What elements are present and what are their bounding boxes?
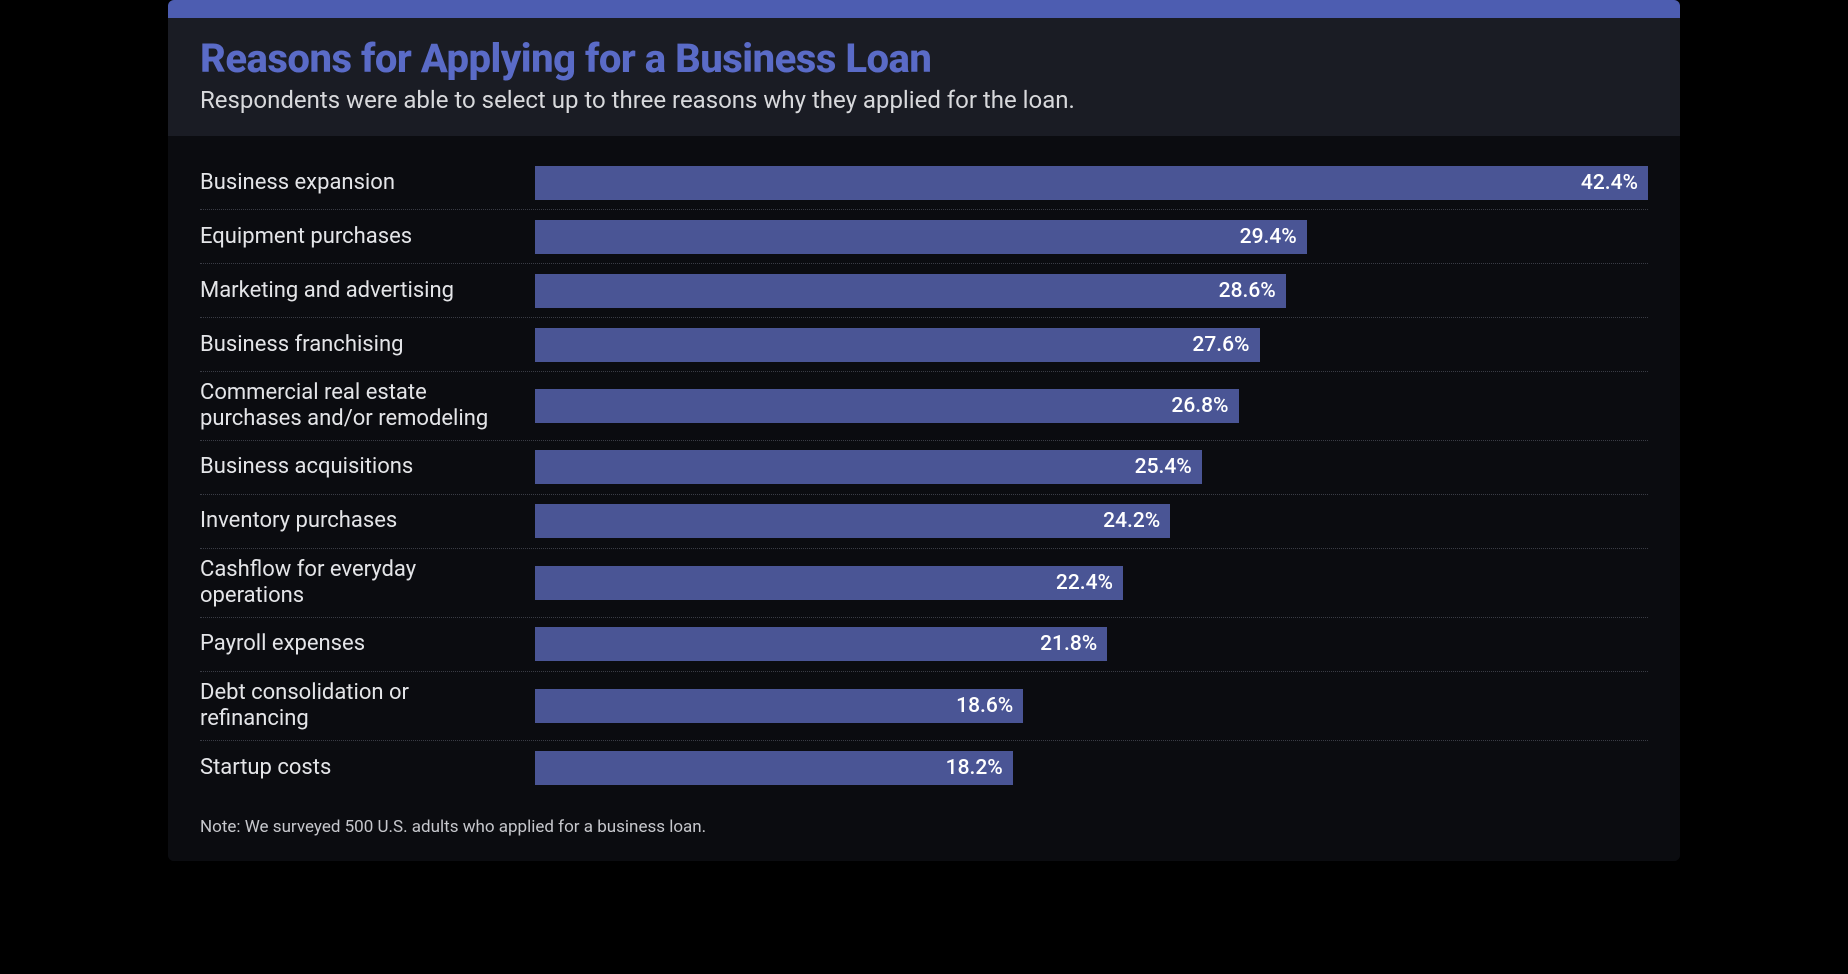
bar-track: 18.2% xyxy=(535,751,1648,785)
bar-value: 24.2% xyxy=(1103,509,1160,533)
row-label: Inventory purchases xyxy=(200,508,535,534)
chart-row: Cashflow for everyday operations 22.4% xyxy=(200,549,1648,618)
chart-row: Business franchising 27.6% xyxy=(200,318,1648,372)
bar-value: 26.8% xyxy=(1171,394,1228,418)
bar-value: 25.4% xyxy=(1135,455,1192,479)
bar-value: 27.6% xyxy=(1192,333,1249,357)
chart-row: Payroll expenses 21.8% xyxy=(200,618,1648,672)
bar: 27.6% xyxy=(535,328,1260,362)
chart-body: Business expansion 42.4% Equipment purchas… xyxy=(168,136,1680,805)
bar: 28.6% xyxy=(535,274,1286,308)
bar-value: 42.4% xyxy=(1581,171,1638,195)
bar-track: 28.6% xyxy=(535,274,1648,308)
chart-footnote: Note: We surveyed 500 U.S. adults who ap… xyxy=(168,805,1680,861)
bar: 24.2% xyxy=(535,504,1170,538)
bar-value: 28.6% xyxy=(1219,279,1276,303)
bar-track: 24.2% xyxy=(535,504,1648,538)
chart-row: Equipment purchases 29.4% xyxy=(200,210,1648,264)
bar: 21.8% xyxy=(535,627,1107,661)
chart-row: Startup costs 18.2% xyxy=(200,741,1648,795)
chart-row: Marketing and advertising 28.6% xyxy=(200,264,1648,318)
row-label: Equipment purchases xyxy=(200,224,535,250)
bar: 25.4% xyxy=(535,450,1202,484)
chart-row: Commercial real estate purchases and/or … xyxy=(200,372,1648,441)
row-label: Payroll expenses xyxy=(200,631,535,657)
chart-row: Inventory purchases 24.2% xyxy=(200,495,1648,549)
accent-bar xyxy=(168,0,1680,18)
bar-track: 25.4% xyxy=(535,450,1648,484)
row-label: Startup costs xyxy=(200,755,535,781)
bar-value: 22.4% xyxy=(1056,571,1113,595)
row-label: Cashflow for everyday operations xyxy=(200,557,535,609)
bar-track: 29.4% xyxy=(535,220,1648,254)
row-label: Business franchising xyxy=(200,332,535,358)
chart-subtitle: Respondents were able to select up to th… xyxy=(200,86,1648,114)
bar-track: 26.8% xyxy=(535,389,1648,423)
chart-widget: Reasons for Applying for a Business Loan… xyxy=(168,0,1680,861)
bar-track: 21.8% xyxy=(535,627,1648,661)
chart-title: Reasons for Applying for a Business Loan xyxy=(200,36,1648,82)
bar-value: 29.4% xyxy=(1240,225,1297,249)
bar-value: 21.8% xyxy=(1040,632,1097,656)
bar-value: 18.2% xyxy=(946,756,1003,780)
bar-track: 42.4% xyxy=(535,166,1648,200)
bar: 22.4% xyxy=(535,566,1123,600)
bar-track: 22.4% xyxy=(535,566,1648,600)
bar-track: 27.6% xyxy=(535,328,1648,362)
row-label: Business acquisitions xyxy=(200,454,535,480)
row-label: Marketing and advertising xyxy=(200,278,535,304)
row-label: Business expansion xyxy=(200,170,535,196)
row-label: Debt consolidation or refinancing xyxy=(200,680,535,732)
row-label: Commercial real estate purchases and/or … xyxy=(200,380,535,432)
bar: 26.8% xyxy=(535,389,1239,423)
chart-header: Reasons for Applying for a Business Loan… xyxy=(168,18,1680,136)
bar: 42.4% xyxy=(535,166,1648,200)
chart-row: Debt consolidation or refinancing 18.6% xyxy=(200,672,1648,741)
bar: 29.4% xyxy=(535,220,1307,254)
chart-row: Business acquisitions 25.4% xyxy=(200,441,1648,495)
chart-row: Business expansion 42.4% xyxy=(200,156,1648,210)
bar: 18.6% xyxy=(535,689,1023,723)
bar-value: 18.6% xyxy=(956,694,1013,718)
bar: 18.2% xyxy=(535,751,1013,785)
bar-track: 18.6% xyxy=(535,689,1648,723)
